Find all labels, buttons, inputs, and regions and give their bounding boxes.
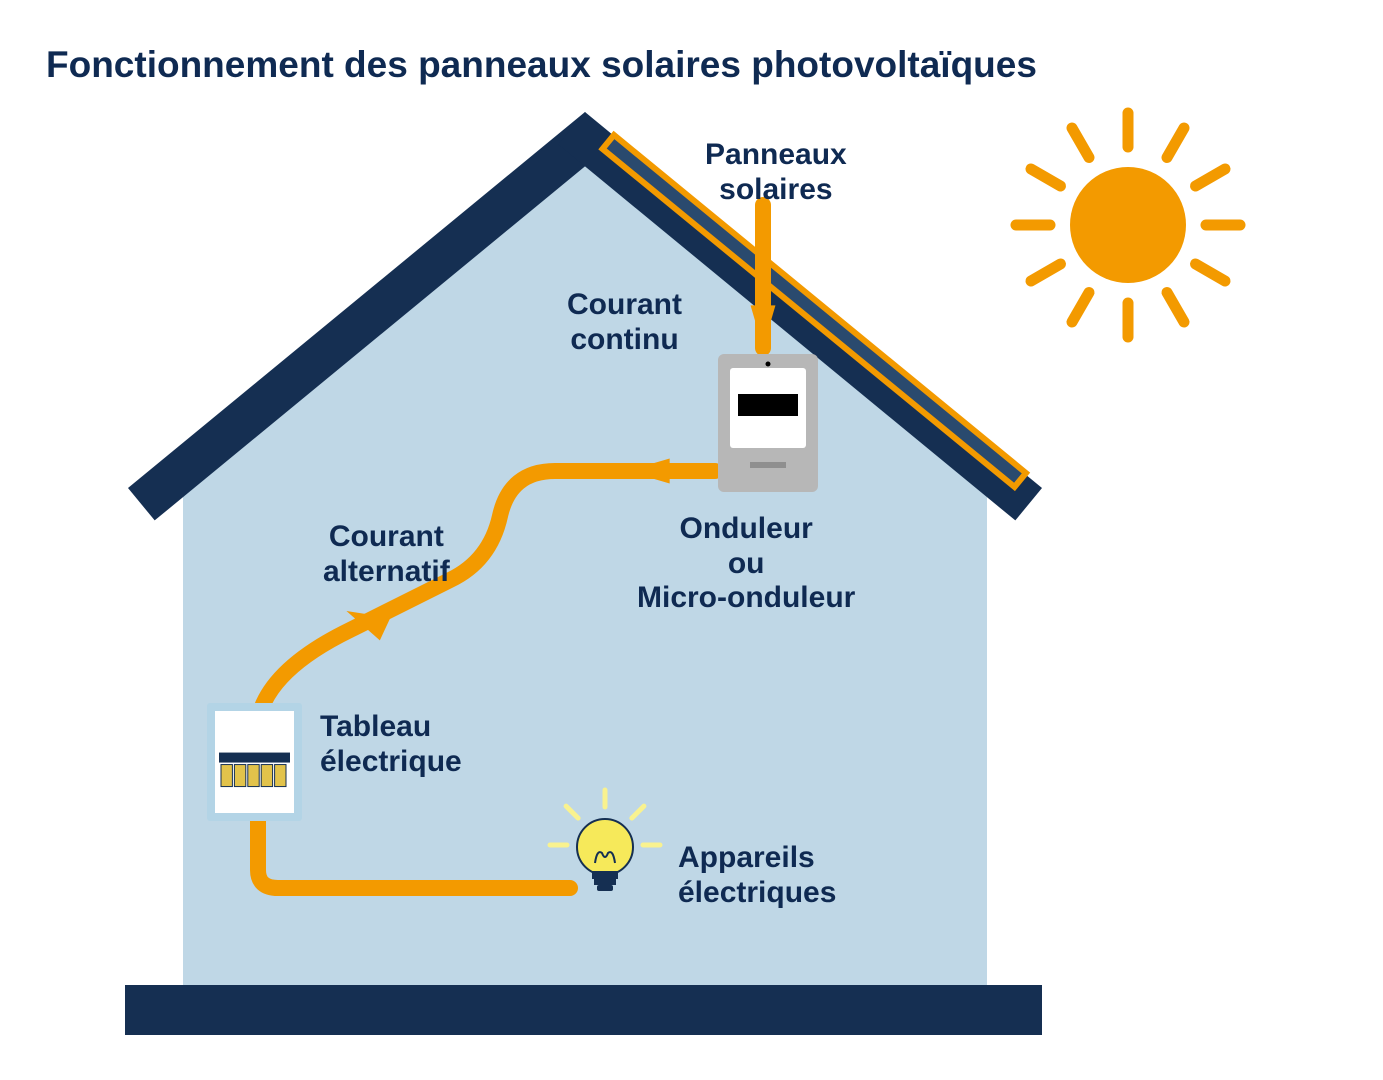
sun-icon: [1016, 113, 1240, 337]
label-tableau-electrique: Tableau électrique: [320, 710, 462, 779]
label-panneaux-solaires: Panneaux solaires: [705, 138, 847, 207]
label-courant-alternatif: Courant alternatif: [323, 520, 450, 589]
house-base: [125, 985, 1042, 1035]
electrical-panel-icon: [207, 703, 302, 821]
label-onduleur: Onduleur ou Micro-onduleur: [637, 512, 855, 616]
label-appareils-electriques: Appareils électriques: [678, 841, 836, 910]
diagram-title: Fonctionnement des panneaux solaires pho…: [46, 45, 1037, 86]
inverter-icon: [718, 354, 818, 492]
label-courant-continu: Courant continu: [567, 288, 682, 357]
